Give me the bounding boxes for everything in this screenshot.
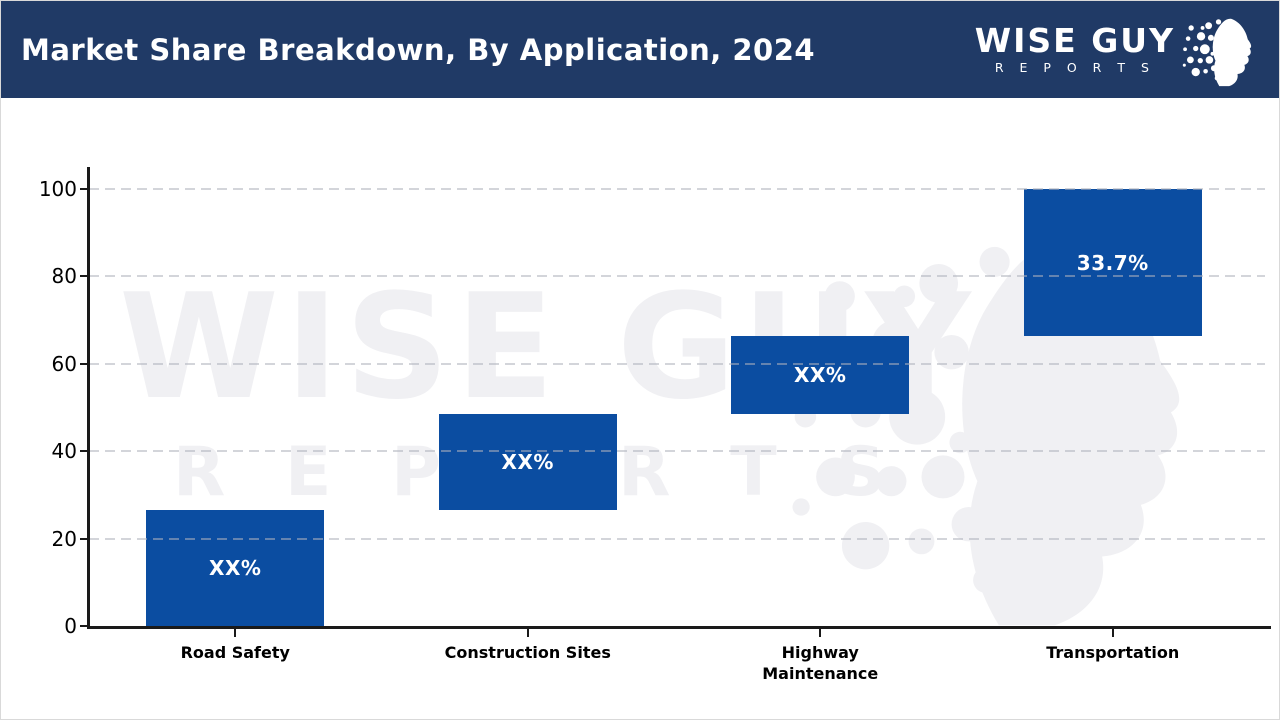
brand-logo-text: WISE GUY R E P O R T S — [974, 20, 1175, 76]
y-tick-80 — [80, 275, 88, 278]
x-tick-4 — [1111, 629, 1114, 637]
y-tick-label: 40 — [51, 439, 77, 464]
y-tick-label: 0 — [64, 614, 77, 638]
y-tick-label: 80 — [51, 264, 77, 289]
x-category-label: Road Safety — [180, 643, 290, 662]
x-category-label: Highway Maintenance — [762, 643, 879, 683]
bar-value-label: XX% — [794, 363, 847, 388]
x-category-label: Construction Sites — [444, 643, 611, 662]
y-tick-40 — [80, 450, 88, 453]
gridline-20 — [89, 537, 1265, 540]
bar-value-label: 33.7% — [1076, 250, 1149, 275]
page-title: Market Share Breakdown, By Application, … — [21, 32, 816, 67]
bar-highway-maintenance[interactable]: XX% — [731, 336, 910, 415]
brand-dotted-head-icon — [1182, 18, 1252, 86]
brand-logo: WISE GUY R E P O R T S — [975, 12, 1255, 88]
x-category-label: Transportation — [1046, 643, 1180, 662]
gridline-40 — [89, 450, 1265, 453]
y-tick-label: 20 — [51, 526, 77, 551]
gridline-100 — [89, 188, 1265, 190]
brand-name: WISE GUY — [974, 20, 1175, 60]
bar-road-safety[interactable]: XX% — [146, 510, 325, 626]
y-tick-label: 60 — [51, 351, 77, 376]
x-tick-3 — [819, 629, 822, 637]
brand-subname: R E P O R T S — [994, 60, 1155, 76]
x-tick-2 — [526, 629, 529, 637]
gridline-60 — [89, 362, 1265, 365]
gridline-80 — [89, 275, 1265, 278]
market-share-chart: XX% XX% XX% 33.7% 0 20 40 60 80 100 Road Safety Con… — [1, 98, 1279, 719]
bar-construction-sites[interactable]: XX% — [438, 414, 617, 511]
y-tick-100 — [80, 188, 88, 190]
bar-value-label: XX% — [209, 556, 262, 581]
y-axis-line — [87, 167, 90, 629]
y-tick-label: 100 — [38, 177, 77, 201]
x-axis-line — [87, 626, 1271, 629]
y-tick-0 — [80, 625, 88, 627]
bar-transportation[interactable]: 33.7% — [1023, 189, 1202, 337]
y-tick-60 — [80, 362, 88, 365]
header-bar: Market Share Breakdown, By Application, … — [1, 1, 1279, 98]
x-tick-1 — [234, 629, 237, 637]
bar-value-label: XX% — [501, 450, 554, 475]
y-tick-20 — [80, 537, 88, 540]
